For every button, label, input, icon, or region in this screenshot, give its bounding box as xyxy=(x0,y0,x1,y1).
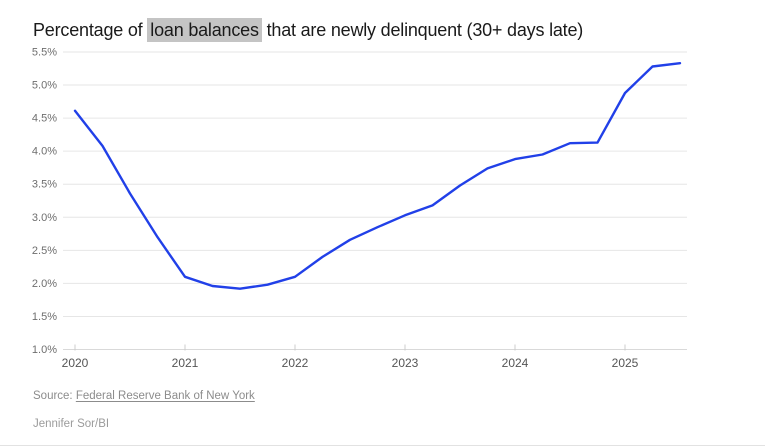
y-axis-label: 2.0% xyxy=(32,278,57,290)
x-axis-label: 2020 xyxy=(62,356,89,370)
x-axis-label: 2025 xyxy=(612,356,639,370)
credit-line: Jennifer Sor/BI xyxy=(33,418,110,430)
source-link[interactable]: Federal Reserve Bank of New York xyxy=(75,390,255,402)
source-prefix: Source: xyxy=(33,390,76,402)
x-axis-label: 2022 xyxy=(282,356,309,370)
y-axis-label: 5.0% xyxy=(32,80,57,92)
y-axis-label: 2.5% xyxy=(32,245,57,257)
y-axis-label: 5.5% xyxy=(32,47,57,59)
y-axis-label: 4.0% xyxy=(32,146,57,158)
page-title: Percentage of loan balances that are new… xyxy=(33,18,584,43)
y-axis-label: 1.5% xyxy=(32,311,57,323)
x-axis-label: 2024 xyxy=(502,356,529,370)
delinquency-rate-line xyxy=(73,62,682,290)
y-axis-label: 1.0% xyxy=(32,344,57,356)
source-line: Source: Federal Reserve Bank of New York xyxy=(33,390,255,402)
title-text-after: that are newly delinquent (30+ days late… xyxy=(261,20,584,41)
y-axis-label: 3.0% xyxy=(32,212,57,224)
x-axis-label: 2023 xyxy=(392,356,419,370)
y-axis-label: 4.5% xyxy=(32,113,57,125)
title-text-before: Percentage of xyxy=(33,20,148,41)
x-axis-label: 2021 xyxy=(172,356,199,370)
title-highlighted-text: loan balances xyxy=(147,18,262,43)
y-axis-label: 3.5% xyxy=(32,179,57,191)
